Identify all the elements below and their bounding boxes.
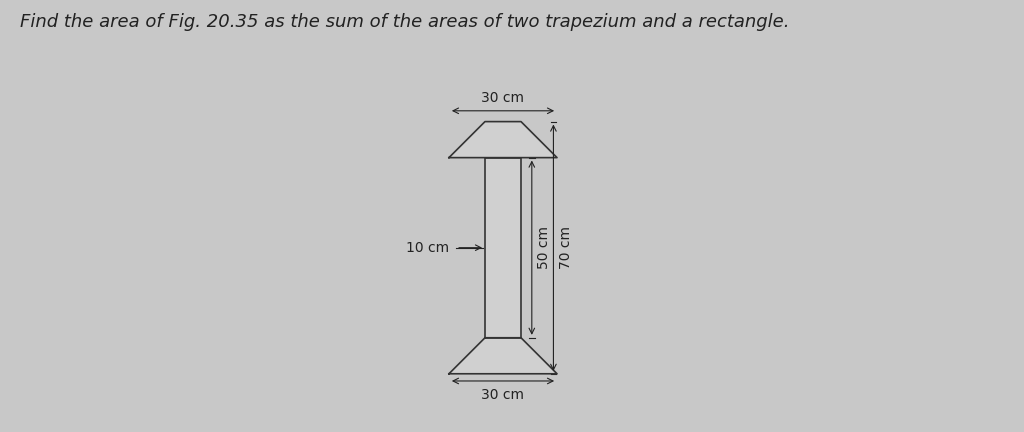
Text: 50 cm: 50 cm [538,226,551,269]
Text: Find the area of Fig. 20.35 as the sum of the areas of two trapezium and a recta: Find the area of Fig. 20.35 as the sum o… [20,13,790,31]
Text: 70 cm: 70 cm [559,226,572,269]
Text: 10 cm: 10 cm [406,241,449,255]
Text: 30 cm: 30 cm [481,388,524,402]
Polygon shape [449,121,557,158]
Polygon shape [449,338,557,374]
Text: 30 cm: 30 cm [481,92,524,105]
Polygon shape [485,158,521,338]
